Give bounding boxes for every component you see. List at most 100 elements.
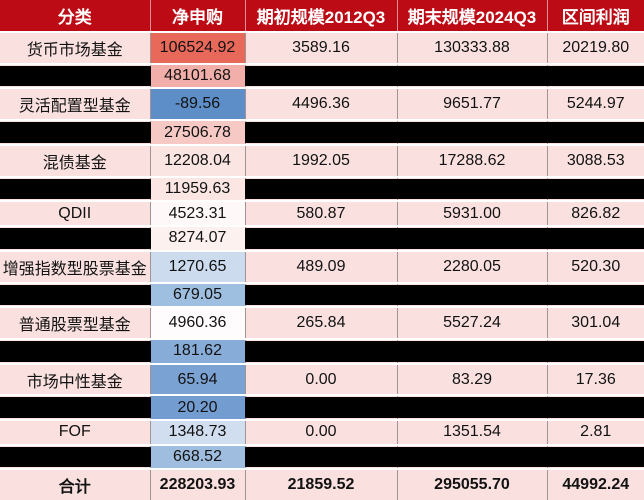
cell-begin-scale-redacted: [244, 119, 398, 146]
cell-begin-scale: 489.09: [244, 249, 398, 284]
redaction-bar: [546, 228, 644, 249]
cell-end-scale-redacted: [396, 175, 548, 203]
cell-profit-redacted: [546, 281, 644, 309]
cell-end-scale: 1351.54: [396, 419, 548, 446]
cell-begin-scale: 1992.05: [244, 143, 398, 178]
redaction-bar: [0, 397, 151, 419]
cell-net-purchase: 106524.92: [149, 31, 246, 65]
cell-category-redacted: [0, 394, 151, 422]
table-row-redacted: 181.62: [0, 338, 644, 365]
cell-end-scale-redacted: [396, 443, 548, 471]
cell-category: 混债基金: [0, 143, 151, 178]
table-row-redacted: 27506.78: [0, 119, 644, 146]
cell-net-purchase: 679.05: [149, 281, 246, 309]
col-header-end-scale: 期末规模2024Q3: [397, 0, 548, 33]
cell-begin-scale-redacted: [244, 175, 398, 203]
cell-category-total: 合计: [0, 468, 151, 500]
cell-end-scale-redacted: [396, 62, 548, 90]
redaction-bar: [396, 284, 548, 306]
table-row: 灵活配置型基金 -89.56 4496.36 9651.77 5244.97: [0, 87, 644, 122]
cell-profit: 520.30: [546, 249, 644, 284]
table-row: 混债基金 12208.04 1992.05 17288.62 3088.53: [0, 143, 644, 178]
redaction-bar: [396, 65, 548, 87]
redaction-bar: [396, 397, 548, 419]
table-row: 货币市场基金 106524.92 3589.16 130333.88 20219…: [0, 31, 644, 65]
redaction-bar: [0, 340, 151, 362]
cell-category-redacted: [0, 175, 151, 203]
table-row-redacted: 8274.07: [0, 225, 644, 252]
cell-net-purchase-total: 228203.93: [149, 468, 246, 500]
cell-end-scale-redacted: [396, 281, 548, 309]
table-row: 普通股票型基金 4960.36 265.84 5527.24 301.04: [0, 306, 644, 340]
redaction-bar: [546, 122, 644, 143]
cell-profit: 301.04: [546, 306, 644, 340]
cell-net-purchase: 20.20: [149, 394, 246, 422]
col-header-net-purchase: 净申购: [150, 0, 246, 33]
cell-profit-redacted: [546, 62, 644, 90]
header-row: 分类 净申购 期初规模2012Q3 期末规模2024Q3 区间利润: [0, 0, 644, 33]
cell-net-purchase: 12208.04: [149, 143, 246, 178]
cell-begin-scale-total: 21859.52: [244, 468, 398, 500]
cell-profit-total: 44992.24: [546, 468, 644, 500]
cell-net-purchase: 27506.78: [149, 119, 246, 146]
cell-begin-scale: 4496.36: [244, 87, 398, 122]
redaction-bar: [546, 397, 644, 419]
col-header-profit: 区间利润: [547, 0, 644, 33]
redaction-bar: [396, 340, 548, 362]
cell-begin-scale: 3589.16: [244, 31, 398, 65]
cell-category: FOF: [0, 419, 151, 446]
table-row-redacted: 11959.63: [0, 175, 644, 203]
cell-category-redacted: [0, 62, 151, 90]
cell-profit: 2.81: [546, 419, 644, 446]
cell-profit-redacted: [546, 394, 644, 422]
table-row: FOF 1348.73 0.00 1351.54 2.81: [0, 419, 644, 446]
redaction-bar: [546, 178, 644, 200]
redaction-bar: [0, 284, 151, 306]
cell-net-purchase: 11959.63: [149, 175, 246, 203]
cell-category: 灵活配置型基金: [0, 87, 151, 122]
redaction-bar: [244, 284, 398, 306]
redaction-bar: [396, 446, 548, 468]
cell-net-purchase: 48101.68: [149, 62, 246, 90]
cell-begin-scale: 0.00: [244, 419, 398, 446]
redaction-bar: [244, 122, 398, 143]
cell-net-purchase: 4523.31: [149, 200, 246, 227]
redaction-bar: [244, 340, 398, 362]
cell-category-redacted: [0, 281, 151, 309]
redaction-bar: [396, 228, 548, 249]
cell-profit-redacted: [546, 225, 644, 252]
table-row: QDII 4523.31 580.87 5931.00 826.82: [0, 200, 644, 227]
redaction-bar: [244, 446, 398, 468]
redaction-bar: [244, 178, 398, 200]
cell-category: 普通股票型基金: [0, 306, 151, 340]
cell-net-purchase: 668.52: [149, 443, 246, 471]
cell-profit-redacted: [546, 119, 644, 146]
cell-end-scale: 17288.62: [396, 143, 548, 178]
cell-net-purchase: 4960.36: [149, 306, 246, 340]
cell-begin-scale-redacted: [244, 62, 398, 90]
cell-profit: 3088.53: [546, 143, 644, 178]
redaction-bar: [0, 65, 151, 87]
cell-end-scale-total: 295055.70: [396, 468, 548, 500]
cell-end-scale: 5527.24: [396, 306, 548, 340]
redaction-bar: [0, 228, 151, 249]
cell-category-redacted: [0, 338, 151, 365]
table-row-redacted: 668.52: [0, 443, 644, 471]
cell-end-scale: 2280.05: [396, 249, 548, 284]
cell-category: 增强指数型股票基金: [0, 249, 151, 284]
redaction-bar: [244, 65, 398, 87]
cell-category: QDII: [0, 200, 151, 227]
col-header-begin-scale: 期初规模2012Q3: [245, 0, 398, 33]
cell-begin-scale-redacted: [244, 225, 398, 252]
col-header-category: 分类: [0, 0, 151, 33]
cell-category: 货币市场基金: [0, 31, 151, 65]
cell-category: 市场中性基金: [0, 362, 151, 397]
cell-end-scale: 130333.88: [396, 31, 548, 65]
cell-category-redacted: [0, 119, 151, 146]
table-row-redacted: 679.05: [0, 281, 644, 309]
cell-begin-scale: 0.00: [244, 362, 398, 397]
cell-end-scale-redacted: [396, 119, 548, 146]
redaction-bar: [396, 122, 548, 143]
cell-end-scale: 83.29: [396, 362, 548, 397]
